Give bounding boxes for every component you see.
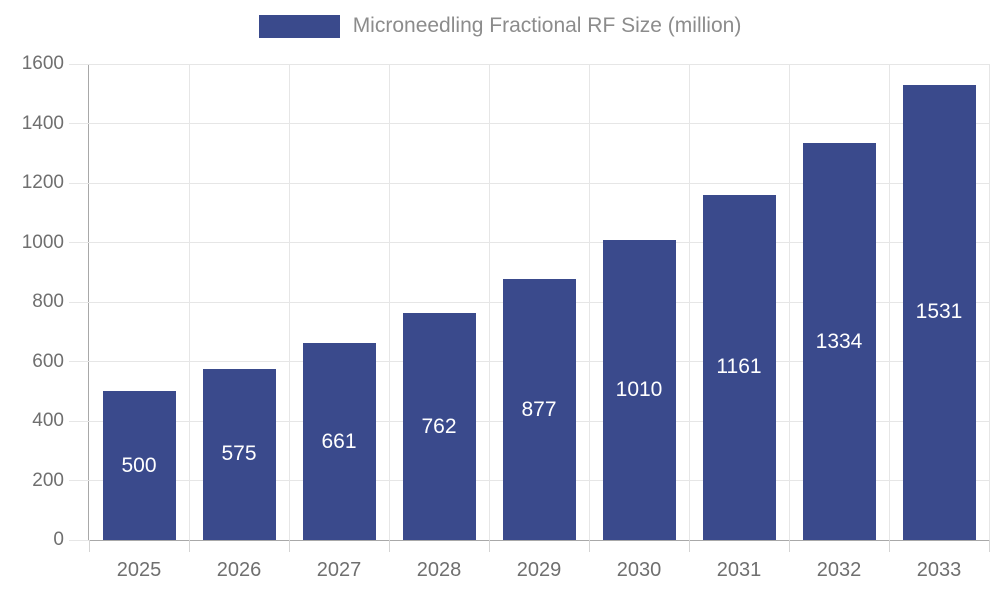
- bar[interactable]: 762: [402, 313, 476, 540]
- legend[interactable]: Microneedling Fractional RF Size (millio…: [0, 14, 1000, 38]
- x-tick-label: 2029: [516, 559, 562, 581]
- plot-area: 0 200 400 600 800 1000 1200 1400 1600 2025 2026 202…: [22, 53, 990, 581]
- x-tick-label: 2032: [816, 559, 862, 581]
- gridline-v: [188, 64, 190, 540]
- x-tick-label: 2033: [916, 559, 962, 581]
- bar[interactable]: 1161: [702, 194, 776, 540]
- bar[interactable]: 661: [302, 343, 376, 540]
- bar-value-label: 500: [121, 453, 157, 477]
- x-tick: [988, 540, 990, 552]
- x-tick-label: 2031: [716, 559, 762, 581]
- x-tick: [488, 540, 490, 552]
- bar[interactable]: 1334: [802, 143, 876, 540]
- gridline-h: [69, 242, 989, 243]
- bar[interactable]: 575: [202, 368, 276, 540]
- y-tick-label: 1200: [21, 172, 64, 193]
- gridline-v: [488, 64, 490, 540]
- gridline-v: [988, 64, 990, 540]
- bar-value-label: 1531: [915, 300, 963, 324]
- x-tick: [588, 540, 590, 552]
- bar-value-label: 762: [421, 414, 457, 438]
- x-tick-label: 2028: [416, 559, 462, 581]
- bar-value-label: 1334: [815, 329, 863, 353]
- bar-value-label: 877: [521, 397, 557, 421]
- bar[interactable]: 1010: [602, 239, 676, 540]
- x-tick: [188, 540, 190, 552]
- bar[interactable]: 877: [502, 279, 576, 540]
- x-tick: [888, 540, 890, 552]
- bar[interactable]: 1531: [902, 84, 976, 540]
- gridline-v: [588, 64, 590, 540]
- gridline-v: [788, 64, 790, 540]
- y-tick-label: 600: [32, 350, 64, 372]
- bar[interactable]: 500: [102, 391, 176, 540]
- x-tick: [388, 540, 390, 552]
- bar-value-label: 661: [321, 429, 357, 453]
- y-tick-label: 200: [32, 469, 64, 491]
- x-tick: [688, 540, 690, 552]
- x-tick: [788, 540, 790, 552]
- y-tick: [69, 539, 89, 541]
- y-tick-label: 0: [53, 529, 64, 550]
- x-tick: [88, 540, 90, 552]
- legend-swatch: [258, 14, 340, 38]
- bar-value-label: 1161: [716, 355, 762, 379]
- y-tick-label: 1000: [21, 231, 64, 253]
- y-tick-label: 800: [32, 291, 64, 312]
- x-tick: [288, 540, 290, 552]
- x-tick-label: 2025: [116, 559, 162, 581]
- gridline-v: [388, 64, 390, 540]
- gridline-v: [288, 64, 290, 540]
- gridline-h: [69, 63, 989, 65]
- x-tick-label: 2026: [216, 559, 262, 581]
- gridline-h: [69, 123, 989, 124]
- y-tick-label: 1600: [21, 53, 64, 74]
- bar-value-label: 575: [221, 442, 257, 466]
- x-tick-label: 2027: [316, 559, 362, 581]
- legend-label: Microneedling Fractional RF Size (millio…: [352, 14, 742, 37]
- x-tick-label: 2030: [616, 559, 662, 581]
- gridline-v: [888, 64, 890, 540]
- bar-value-label: 1010: [615, 377, 663, 401]
- gridline-v: [688, 64, 690, 540]
- y-tick-label: 1400: [21, 112, 64, 134]
- gridline-h: [69, 182, 989, 184]
- y-tick-label: 400: [32, 410, 64, 431]
